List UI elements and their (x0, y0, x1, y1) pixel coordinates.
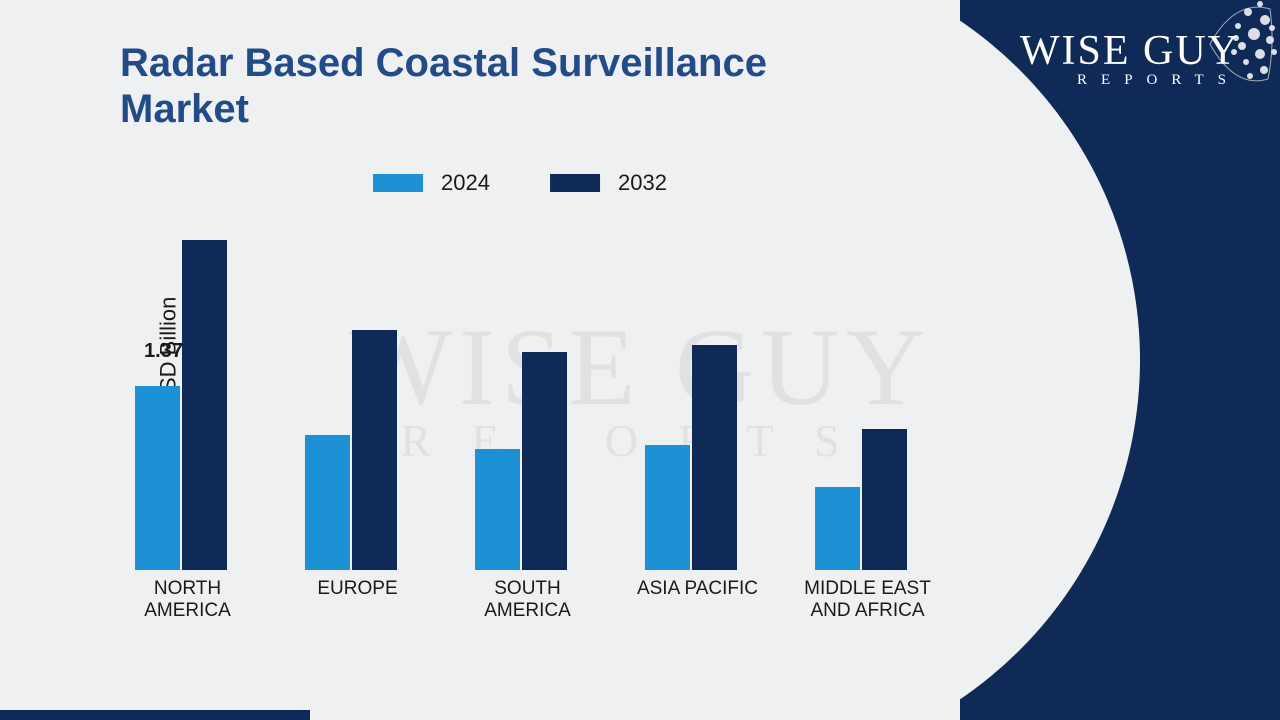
chart-area: Market Size in USD Billion 2024 2032 1.3… (80, 165, 960, 685)
legend-swatch-2024 (373, 174, 423, 192)
plot-area: 1.37NORTH AMERICA EUROPE SOUTH AMERICA ASIA… (130, 220, 960, 570)
legend: 2024 2032 (373, 170, 667, 196)
baseline-accent-bar (0, 710, 310, 720)
bar-2032 (522, 352, 567, 570)
legend-item-2032: 2032 (550, 170, 667, 196)
category-label: ASIA PACIFIC (628, 570, 768, 600)
value-label: 1.37 (144, 340, 183, 363)
bar-group: EUROPE (300, 220, 415, 570)
legend-label-2032: 2032 (618, 170, 667, 196)
brand-sub: REPORTS (1020, 72, 1240, 89)
bar-group: SOUTH AMERICA (470, 220, 585, 570)
brand-main: WISE GUY (1020, 30, 1240, 72)
category-label: SOUTH AMERICA (458, 570, 598, 622)
bar-2024 (135, 386, 180, 570)
page-title: Radar Based Coastal Surveillance Market (120, 40, 820, 132)
bar-2024 (815, 487, 860, 570)
category-label: MIDDLE EAST AND AFRICA (798, 570, 938, 622)
bar-group: ASIA PACIFIC (640, 220, 755, 570)
bar-group: 1.37NORTH AMERICA (130, 220, 245, 570)
bar-2032 (692, 345, 737, 570)
category-label: NORTH AMERICA (118, 570, 258, 622)
bar-2024 (645, 445, 690, 570)
legend-swatch-2032 (550, 174, 600, 192)
bar-2024 (475, 449, 520, 570)
bar-2032 (182, 240, 227, 570)
category-label: EUROPE (288, 570, 428, 600)
legend-label-2024: 2024 (441, 170, 490, 196)
brand-logo: WISE GUY REPORTS (1020, 30, 1240, 89)
bar-group: MIDDLE EAST AND AFRICA (810, 220, 925, 570)
legend-item-2024: 2024 (373, 170, 490, 196)
bar-2024 (305, 435, 350, 570)
canvas: WISE GUY REPORTS Radar Based Coastal Sur… (0, 0, 1280, 720)
bar-2032 (352, 330, 397, 570)
bar-2032 (862, 429, 907, 570)
